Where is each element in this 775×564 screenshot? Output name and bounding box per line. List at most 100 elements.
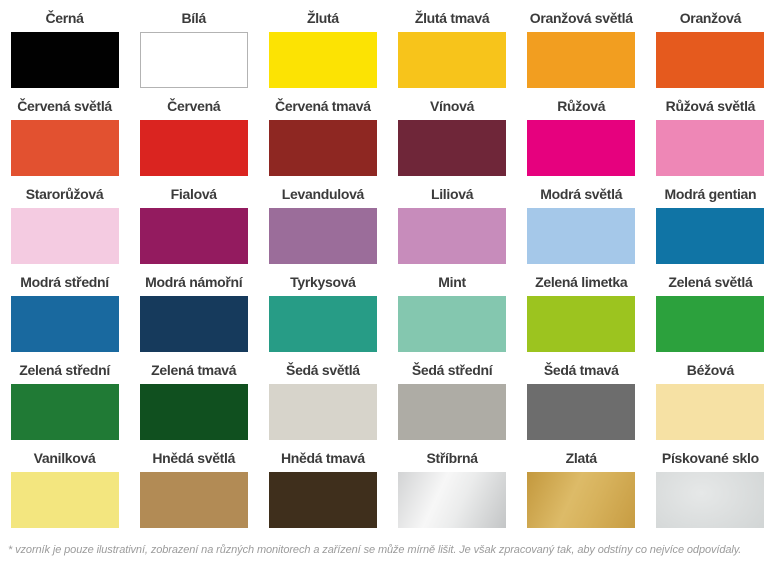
color-swatch [139,296,248,352]
swatch-cell: Zlatá [517,440,646,528]
swatch-cell: Šedá světlá [258,352,387,440]
swatch-cell: Žlutá [258,0,387,88]
swatch-cell: Vínová [388,88,517,176]
color-swatch [139,384,248,440]
swatch-cell: Starorůžová [0,176,129,264]
color-name-label: Modrá světlá [540,186,623,202]
color-name-label: Zelená střední [19,362,110,378]
color-swatch [398,32,507,88]
swatch-cell: Hnědá tmavá [258,440,387,528]
color-name-label: Žlutá tmavá [414,10,490,26]
color-swatch [10,32,119,88]
color-swatch [527,472,636,528]
swatch-cell: Zelená tmavá [129,352,258,440]
swatch-cell: Modrá gentian [646,176,775,264]
color-swatch [268,384,377,440]
swatch-cell: Tyrkysová [258,264,387,352]
color-name-label: Pískované sklo [661,450,759,466]
color-name-label: Bílá [181,10,207,26]
swatch-cell: Bílá [129,0,258,88]
swatch-cell: Červená [129,88,258,176]
color-swatch [656,32,765,88]
color-swatch [398,384,507,440]
swatch-cell: Žlutá tmavá [388,0,517,88]
swatch-cell: Liliová [388,176,517,264]
swatch-cell: Stříbrná [388,440,517,528]
color-swatch [656,120,765,176]
disclaimer-footnote: * vzorník je pouze ilustrativní, zobraze… [8,544,742,556]
color-name-label: Modrá námořní [145,274,243,290]
swatch-cell: Modrá střední [0,264,129,352]
color-swatch [268,296,377,352]
swatch-cell: Pískované sklo [646,440,775,528]
color-swatch [398,296,507,352]
color-swatch [527,208,636,264]
swatch-cell: Šedá tmavá [517,352,646,440]
color-swatch [10,120,119,176]
color-swatch-grid: Černá Bílá Žlutá Žlutá tmavá Oranžová sv… [0,0,775,528]
color-name-label: Šedá tmavá [543,362,619,378]
swatch-cell: Růžová světlá [646,88,775,176]
color-name-label: Mint [438,274,466,290]
color-name-label: Tyrkysová [290,274,356,290]
color-name-label: Zlatá [565,450,597,466]
color-swatch [527,120,636,176]
color-swatch [527,296,636,352]
color-swatch [268,472,377,528]
color-swatch [656,296,765,352]
color-name-label: Modrá gentian [664,186,757,202]
color-swatch [10,208,119,264]
swatch-cell: Růžová [517,88,646,176]
color-name-label: Hnědá tmavá [280,450,365,466]
color-swatch [139,32,248,88]
color-name-label: Liliová [430,186,474,202]
swatch-cell: Modrá námořní [129,264,258,352]
swatch-cell: Červená světlá [0,88,129,176]
color-swatch [656,208,765,264]
color-swatch [139,120,248,176]
color-swatch [139,208,248,264]
color-name-label: Modrá střední [20,274,109,290]
color-swatch [398,472,507,528]
swatch-cell: Levandulová [258,176,387,264]
color-name-label: Béžová [686,362,735,378]
color-name-label: Vínová [430,98,475,114]
color-name-label: Žlutá [306,10,339,26]
swatch-cell: Fialová [129,176,258,264]
swatch-cell: Zelená limetka [517,264,646,352]
color-swatch [10,296,119,352]
color-name-label: Růžová [557,98,606,114]
color-name-label: Oranžová světlá [529,10,633,26]
color-name-label: Šedá světlá [286,362,360,378]
color-swatch [527,384,636,440]
color-swatch [268,32,377,88]
swatch-cell: Šedá střední [388,352,517,440]
color-name-label: Růžová světlá [665,98,756,114]
color-name-label: Zelená tmavá [151,362,237,378]
color-name-label: Červená [167,98,221,114]
swatch-cell: Oranžová [646,0,775,88]
color-name-label: Černá [45,10,84,26]
color-swatch [527,32,636,88]
color-name-label: Starorůžová [25,186,104,202]
color-name-label: Stříbrná [426,450,478,466]
color-name-label: Levandulová [281,186,365,202]
swatch-cell: Hnědá světlá [129,440,258,528]
swatch-cell: Mint [388,264,517,352]
color-swatch [268,208,377,264]
color-name-label: Oranžová [679,10,742,26]
swatch-cell: Béžová [646,352,775,440]
swatch-cell: Zelená střední [0,352,129,440]
swatch-cell: Modrá světlá [517,176,646,264]
color-swatch [10,384,119,440]
color-name-label: Vanilková [33,450,96,466]
swatch-cell: Oranžová světlá [517,0,646,88]
color-swatch [268,120,377,176]
color-swatch [656,384,765,440]
swatch-cell: Zelená světlá [646,264,775,352]
color-name-label: Fialová [170,186,217,202]
color-swatch [656,472,765,528]
swatch-cell: Červená tmavá [258,88,387,176]
color-name-label: Zelená světlá [668,274,753,290]
color-swatch [398,120,507,176]
